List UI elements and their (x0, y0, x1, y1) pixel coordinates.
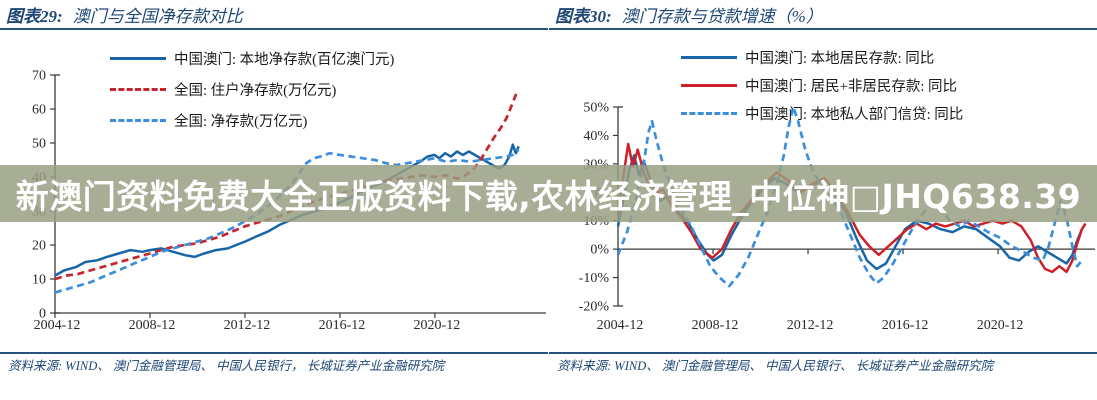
y-tick-label: 20 (32, 239, 46, 254)
x-tick-label: 2016-12 (319, 318, 366, 333)
watermark-text: 新澳门资料免费大全正版资料下载,农林经济管理_中位神□JHQ638.39 (15, 176, 1082, 216)
y-tick-label: 10 (32, 273, 46, 288)
x-tick-label: 2020-12 (414, 318, 461, 333)
y-tick-label: 50 (32, 137, 46, 152)
legend-item: 中国澳门: 本地私人部门信贷: 同比 (681, 103, 963, 124)
legend-line-swatch (110, 57, 166, 60)
y-tick-label: 40% (583, 129, 609, 144)
x-tick-label: 2020-12 (977, 318, 1024, 333)
legend-item: 全国: 住户净存款(万亿元) (110, 79, 394, 100)
x-tick-label: 2004-12 (597, 318, 644, 333)
chart-title-text: 澳门存款与贷款增速（%） (621, 7, 823, 26)
y-tick-label: 0 (39, 307, 46, 322)
y-tick-label: 0% (590, 243, 609, 258)
legend-line-swatch (110, 88, 166, 91)
source-divider (0, 352, 548, 354)
chart-title-prefix: 图表29: (6, 7, 63, 26)
legend-label: 中国澳门: 本地居民存款: 同比 (745, 51, 935, 67)
legend-line-swatch (681, 84, 737, 87)
legend-line-swatch (681, 56, 737, 59)
source-divider (549, 352, 1097, 354)
legend-item: 中国澳门: 本地净存款(百亿澳门元) (110, 48, 394, 69)
x-tick-label: 2008-12 (692, 318, 739, 333)
legend-item: 中国澳门: 本地居民存款: 同比 (681, 47, 963, 68)
chart-title: 图表30: 澳门存款与贷款增速（%） (555, 2, 1093, 27)
y-tick-label: 70 (32, 69, 46, 84)
legend: 中国澳门: 本地净存款(百亿澳门元) 全国: 住户净存款(万亿元) 全国: 净存… (110, 48, 394, 131)
x-tick-label: 2008-12 (129, 318, 176, 333)
chart-title-prefix: 图表30: (555, 7, 612, 26)
x-tick-label: 2012-12 (224, 318, 271, 333)
title-divider (0, 28, 548, 30)
legend-item: 中国澳门: 居民+非居民存款: 同比 (681, 75, 963, 96)
chart-title-text: 澳门与全国净存款对比 (72, 7, 243, 26)
legend-item: 全国: 净存款(万亿元) (110, 110, 394, 131)
source-note: 资料来源: WIND、 澳门金融管理局、 中国人民银行、 长城证券产业金融研究院 (557, 359, 994, 373)
legend-line-swatch (110, 119, 166, 122)
legend: 中国澳门: 本地居民存款: 同比 中国澳门: 居民+非居民存款: 同比 中国澳门… (681, 47, 963, 124)
legend-label: 中国澳门: 居民+非居民存款: 同比 (745, 79, 957, 95)
y-tick-label: -10% (579, 271, 610, 286)
y-tick-label: -20% (579, 300, 610, 315)
x-tick-label: 2012-12 (787, 318, 834, 333)
title-divider (549, 28, 1097, 30)
x-tick-label: 2016-12 (882, 318, 929, 333)
y-tick-label: 50% (583, 101, 609, 116)
y-tick-label: 60 (32, 103, 46, 118)
legend-label: 全国: 净存款(万亿元) (174, 114, 308, 130)
chart-title: 图表29: 澳门与全国净存款对比 (6, 2, 544, 27)
legend-label: 中国澳门: 本地私人部门信贷: 同比 (745, 107, 964, 123)
source-note: 资料来源: WIND、 澳门金融管理局、 中国人民银行， 长城证券产业金融研究院 (8, 359, 445, 373)
legend-line-swatch (681, 112, 737, 115)
legend-label: 中国澳门: 本地净存款(百亿澳门元) (174, 52, 395, 68)
x-tick-label: 2004-12 (34, 318, 81, 333)
legend-label: 全国: 住户净存款(万亿元) (174, 83, 337, 99)
watermark-banner: 新澳门资料免费大全正版资料下载,农林经济管理_中位神□JHQ638.39 (0, 165, 1097, 222)
